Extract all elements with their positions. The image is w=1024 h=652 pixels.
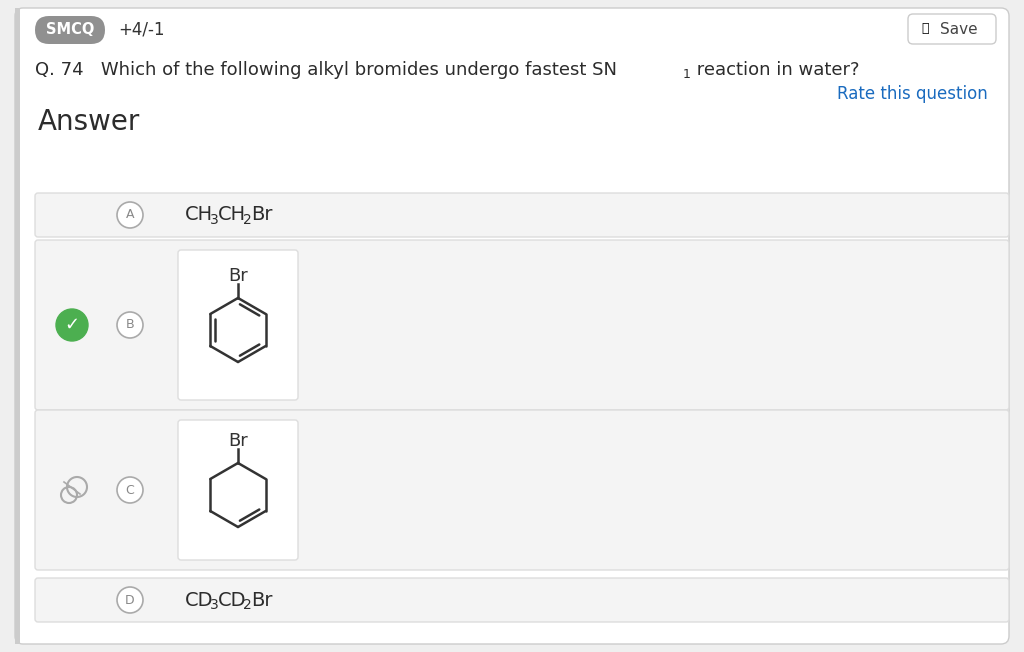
Text: ✓: ✓ (65, 316, 80, 334)
Text: 🔖: 🔖 (921, 23, 929, 35)
Text: D: D (125, 593, 135, 606)
Text: CH: CH (218, 205, 246, 224)
FancyBboxPatch shape (35, 16, 105, 44)
Text: Answer: Answer (38, 108, 140, 136)
Text: B: B (126, 318, 134, 331)
FancyBboxPatch shape (35, 240, 1009, 410)
Text: Save: Save (940, 22, 978, 37)
Text: +4/-1: +4/-1 (118, 21, 165, 39)
Circle shape (117, 202, 143, 228)
Text: Br: Br (251, 591, 272, 610)
Text: 2: 2 (243, 213, 252, 227)
Text: Rate this question: Rate this question (838, 85, 988, 103)
FancyBboxPatch shape (35, 578, 1009, 622)
Text: 3: 3 (210, 213, 219, 227)
FancyBboxPatch shape (908, 14, 996, 44)
Text: 3: 3 (210, 598, 219, 612)
FancyBboxPatch shape (178, 420, 298, 560)
Text: 1: 1 (683, 68, 691, 82)
Text: CD: CD (185, 591, 213, 610)
Text: 2: 2 (243, 598, 252, 612)
FancyBboxPatch shape (35, 410, 1009, 570)
Text: CH: CH (185, 205, 213, 224)
FancyBboxPatch shape (15, 8, 1009, 644)
Text: CD: CD (218, 591, 247, 610)
Circle shape (56, 309, 88, 341)
Circle shape (117, 477, 143, 503)
FancyBboxPatch shape (35, 193, 1009, 237)
Bar (15, 8, 20, 644)
Text: Br: Br (228, 432, 248, 450)
Text: A: A (126, 209, 134, 222)
Text: Q. 74   Which of the following alkyl bromides undergo fastest SN: Q. 74 Which of the following alkyl bromi… (35, 61, 617, 79)
FancyBboxPatch shape (178, 250, 298, 400)
Circle shape (117, 587, 143, 613)
Text: Br: Br (251, 205, 272, 224)
Text: reaction in water?: reaction in water? (691, 61, 859, 79)
Text: SMCQ: SMCQ (46, 23, 94, 38)
Text: C: C (126, 484, 134, 497)
Circle shape (117, 312, 143, 338)
Text: Br: Br (228, 267, 248, 285)
